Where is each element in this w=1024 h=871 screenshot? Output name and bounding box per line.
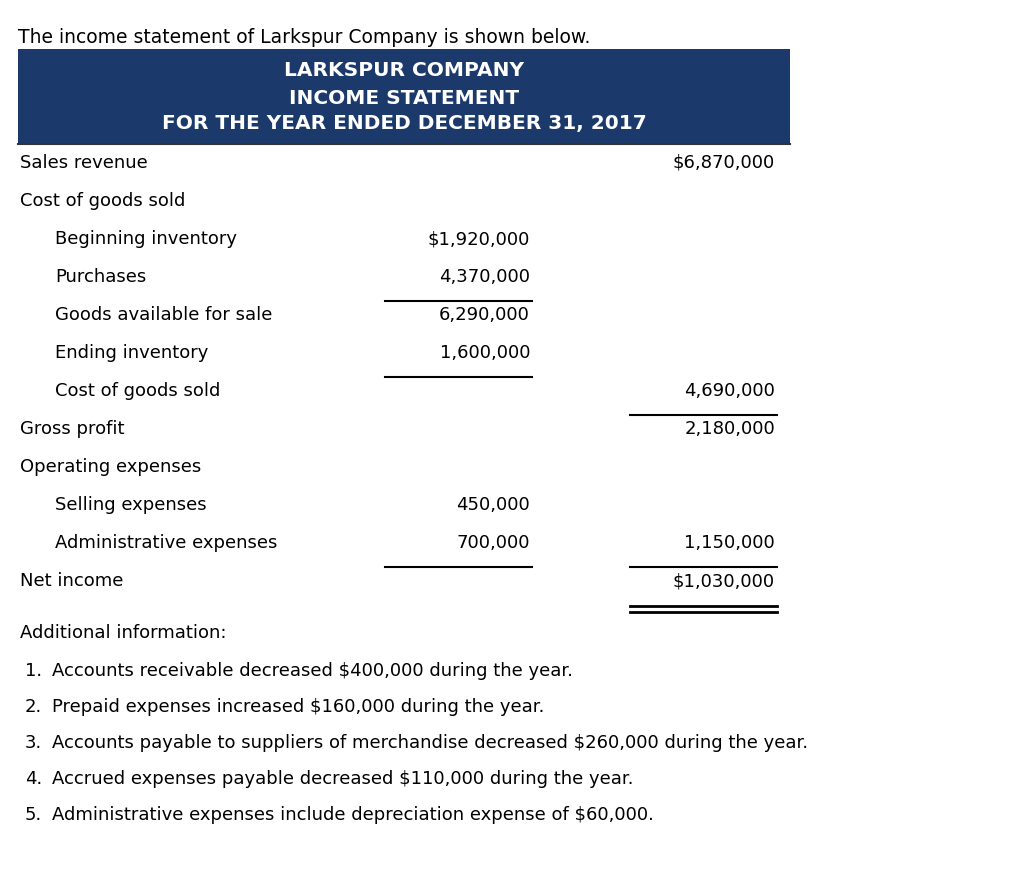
Text: 1,600,000: 1,600,000 — [439, 344, 530, 362]
Text: 4,370,000: 4,370,000 — [439, 268, 530, 286]
Text: 4,690,000: 4,690,000 — [684, 382, 775, 400]
Text: 3.: 3. — [25, 734, 42, 752]
Text: 450,000: 450,000 — [457, 496, 530, 514]
Text: $1,030,000: $1,030,000 — [673, 572, 775, 590]
Text: Operating expenses: Operating expenses — [20, 458, 202, 476]
Text: Accounts receivable decreased $400,000 during the year.: Accounts receivable decreased $400,000 d… — [52, 662, 573, 680]
Text: Accrued expenses payable decreased $110,000 during the year.: Accrued expenses payable decreased $110,… — [52, 770, 634, 788]
Text: Cost of goods sold: Cost of goods sold — [20, 192, 185, 210]
Text: Sales revenue: Sales revenue — [20, 154, 147, 172]
Text: INCOME STATEMENT: INCOME STATEMENT — [289, 89, 519, 108]
Text: Goods available for sale: Goods available for sale — [55, 306, 272, 324]
Text: The income statement of Larkspur Company is shown below.: The income statement of Larkspur Company… — [18, 28, 591, 47]
Text: 5.: 5. — [25, 806, 42, 824]
Text: Cost of goods sold: Cost of goods sold — [55, 382, 220, 400]
Text: Prepaid expenses increased $160,000 during the year.: Prepaid expenses increased $160,000 duri… — [52, 698, 545, 716]
Text: 1,150,000: 1,150,000 — [684, 534, 775, 552]
Bar — [18, 49, 790, 144]
Text: Selling expenses: Selling expenses — [55, 496, 207, 514]
Text: Gross profit: Gross profit — [20, 420, 125, 438]
Text: Beginning inventory: Beginning inventory — [55, 230, 237, 248]
Text: 700,000: 700,000 — [457, 534, 530, 552]
Text: Accounts payable to suppliers of merchandise decreased $260,000 during the year.: Accounts payable to suppliers of merchan… — [52, 734, 808, 752]
Text: $1,920,000: $1,920,000 — [428, 230, 530, 248]
Text: Ending inventory: Ending inventory — [55, 344, 208, 362]
Text: FOR THE YEAR ENDED DECEMBER 31, 2017: FOR THE YEAR ENDED DECEMBER 31, 2017 — [162, 114, 646, 133]
Text: Additional information:: Additional information: — [20, 624, 226, 642]
Text: Net income: Net income — [20, 572, 123, 590]
Text: 4.: 4. — [25, 770, 42, 788]
Text: Purchases: Purchases — [55, 268, 146, 286]
Text: $6,870,000: $6,870,000 — [673, 154, 775, 172]
Text: 1.: 1. — [25, 662, 42, 680]
Text: Administrative expenses: Administrative expenses — [55, 534, 278, 552]
Text: 2,180,000: 2,180,000 — [684, 420, 775, 438]
Text: 2.: 2. — [25, 698, 42, 716]
Text: Administrative expenses include depreciation expense of $60,000.: Administrative expenses include deprecia… — [52, 806, 654, 824]
Text: 6,290,000: 6,290,000 — [439, 306, 530, 324]
Text: LARKSPUR COMPANY: LARKSPUR COMPANY — [284, 61, 524, 80]
